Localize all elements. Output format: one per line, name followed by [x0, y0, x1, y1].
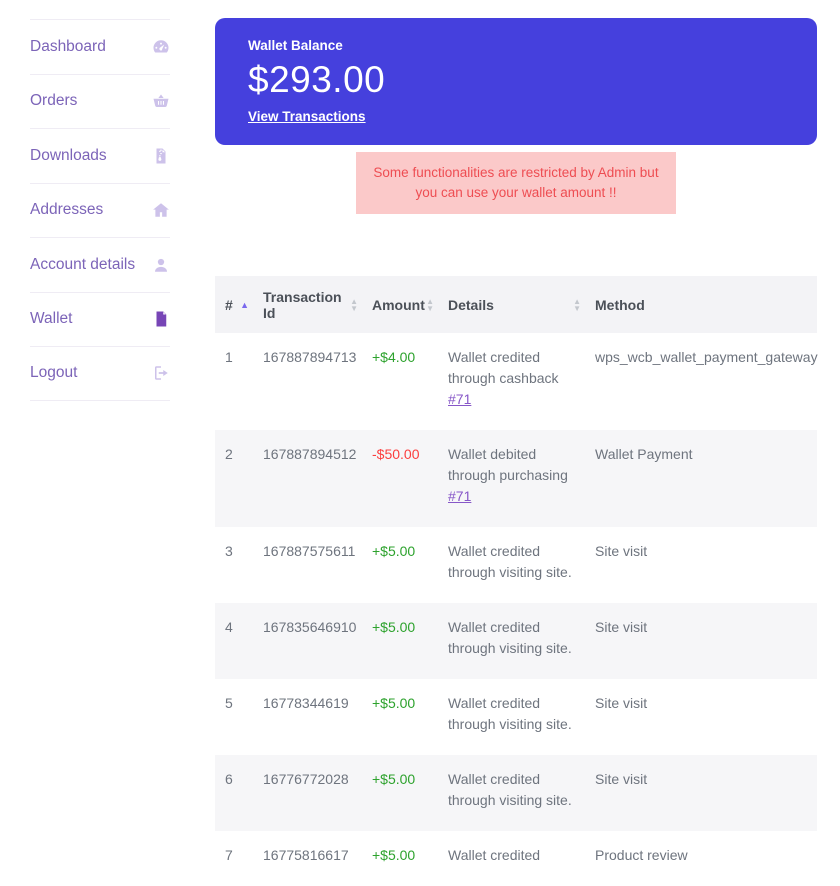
account-icon — [152, 256, 170, 274]
method-cell: Site visit — [595, 695, 648, 711]
sidebar-item-account-details[interactable]: Account details — [30, 237, 170, 292]
amount-cell: +$4.00 — [372, 349, 416, 365]
transaction-id: 167887575611 — [263, 543, 356, 559]
table-header-row: # ▲ Transaction Id ▲ ▼ Amount ▲ ▼ Details … — [215, 276, 817, 333]
sidebar-item-label: Orders — [30, 92, 78, 110]
details-cell: Wallet debited through purchasing #71 — [448, 446, 568, 504]
row-index: 1 — [225, 349, 233, 365]
amount-cell: +$5.00 — [372, 847, 416, 863]
table-row: 4 167835646910 +$5.00 Wallet credited th… — [215, 603, 817, 679]
details-cell: Wallet credited through visiting site. — [448, 771, 572, 808]
amount-cell: +$5.00 — [372, 543, 416, 559]
wallet-balance-title: Wallet Balance — [248, 38, 343, 53]
addresses-icon — [152, 201, 170, 219]
details-cell: Wallet credited — [448, 847, 541, 863]
table-row: 1 167887894713 +$4.00 Wallet credited th… — [215, 333, 818, 430]
sort-icon[interactable]: ▲ ▼ — [350, 296, 358, 313]
method-cell: Wallet Payment — [595, 446, 693, 462]
column-header-method[interactable]: Method — [595, 296, 645, 313]
wallet-page: Wallet Balance $293.00 View Transactions… — [215, 18, 818, 886]
sort-icon[interactable]: ▲ ▼ — [573, 296, 581, 313]
table-row: 6 16776772028 +$5.00 Wallet credited thr… — [215, 755, 817, 831]
row-index: 2 — [225, 446, 233, 462]
details-cell: Wallet credited through cashback #71 — [448, 349, 559, 407]
sidebar-item-label: Wallet — [30, 310, 73, 328]
wallet-balance-card: Wallet Balance $293.00 View Transactions — [215, 18, 817, 145]
table-row: 5 16778344619 +$5.00 Wallet credited thr… — [215, 679, 817, 755]
transaction-id: 16775816617 — [263, 847, 349, 863]
sidebar-item-orders[interactable]: Orders — [30, 73, 170, 129]
downloads-icon — [152, 147, 170, 165]
sidebar-item-label: Downloads — [30, 146, 107, 164]
sidebar-item-label: Addresses — [30, 201, 104, 219]
table-row: 7 16775816617 +$5.00 Wallet credited Pro… — [215, 831, 817, 886]
transactions-table: # ▲ Transaction Id ▲ ▼ Amount ▲ ▼ Details … — [215, 276, 818, 886]
transaction-id: 167887894713 — [263, 349, 357, 365]
transactions-table-body: 1 167887894713 +$4.00 Wallet credited th… — [215, 333, 818, 886]
wallet-icon — [152, 310, 170, 328]
sidebar-item-wallet[interactable]: Wallet — [30, 291, 170, 347]
sidebar-item-label: Dashboard — [30, 37, 106, 55]
method-cell: Product review — [595, 847, 688, 863]
sidebar-item-label: Logout — [30, 364, 78, 382]
wallet-balance-amount: $293.00 — [248, 59, 386, 100]
transaction-id: 167835646910 — [263, 619, 357, 635]
order-link[interactable]: #71 — [448, 391, 472, 407]
account-sidebar: Dashboard Orders Downloads Addresses Acc… — [30, 19, 170, 401]
transaction-id: 167887894512 — [263, 446, 357, 462]
row-index: 3 — [225, 543, 233, 559]
table-row: 2 167887894512 -$50.00 Wallet debited th… — [215, 430, 817, 527]
column-header-details[interactable]: Details ▲ ▼ — [448, 296, 581, 313]
row-index: 4 — [225, 619, 233, 635]
sort-icon[interactable]: ▲ ▼ — [426, 296, 434, 313]
order-link[interactable]: #71 — [448, 488, 472, 504]
transaction-id: 16776772028 — [263, 771, 349, 787]
view-transactions-link[interactable]: View Transactions — [248, 109, 366, 124]
details-cell: Wallet credited through visiting site. — [448, 619, 572, 656]
notice-line-2: you can use your wallet amount !! — [415, 185, 617, 200]
method-cell: Site visit — [595, 619, 648, 635]
row-index: 7 — [225, 847, 233, 863]
details-cell: Wallet credited through visiting site. — [448, 695, 572, 732]
sort-ascending-icon[interactable]: ▲ — [240, 299, 249, 310]
details-cell: Wallet credited through visiting site. — [448, 543, 572, 580]
table-row: 3 167887575611 +$5.00 Wallet credited th… — [215, 527, 817, 603]
amount-cell: +$5.00 — [372, 771, 416, 787]
method-cell: wps_wcb_wallet_payment_gateway — [595, 349, 818, 365]
sidebar-item-label: Account details — [30, 255, 136, 273]
method-cell: Site visit — [595, 543, 648, 559]
column-header-transaction-id[interactable]: Transaction Id ▲ ▼ — [263, 288, 358, 321]
sidebar-item-logout[interactable]: Logout — [30, 346, 170, 401]
logout-icon — [152, 364, 170, 382]
notice-container: Some functionalities are restricted by A… — [215, 152, 817, 214]
transaction-id: 16778344619 — [263, 695, 349, 711]
sidebar-item-dashboard[interactable]: Dashboard — [30, 19, 170, 74]
orders-icon — [152, 92, 170, 110]
transactions-table-container: # ▲ Transaction Id ▲ ▼ Amount ▲ ▼ Details … — [215, 276, 818, 886]
notice-line-1: Some functionalities are restricted by A… — [373, 165, 659, 180]
amount-cell: +$5.00 — [372, 619, 416, 635]
row-index: 5 — [225, 695, 233, 711]
amount-cell: -$50.00 — [372, 446, 420, 462]
sidebar-item-addresses[interactable]: Addresses — [30, 182, 170, 238]
amount-cell: +$5.00 — [372, 695, 416, 711]
row-index: 6 — [225, 771, 233, 787]
sidebar-item-downloads[interactable]: Downloads — [30, 128, 170, 183]
column-header-amount[interactable]: Amount ▲ ▼ — [372, 296, 434, 313]
column-header-index[interactable]: # ▲ — [225, 296, 249, 313]
dashboard-icon — [152, 38, 170, 56]
admin-restriction-notice: Some functionalities are restricted by A… — [356, 152, 676, 214]
method-cell: Site visit — [595, 771, 648, 787]
